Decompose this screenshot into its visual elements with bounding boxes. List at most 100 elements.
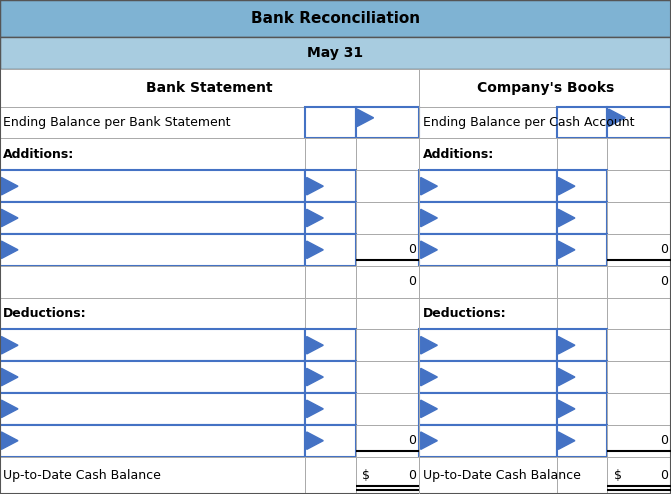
Bar — [419, 393, 557, 425]
Bar — [607, 266, 671, 297]
Bar — [0, 361, 305, 393]
Bar — [356, 170, 419, 202]
Bar — [607, 202, 671, 234]
Bar — [356, 266, 419, 297]
Bar — [0, 138, 305, 170]
Bar — [0, 393, 305, 425]
Bar — [0, 234, 305, 266]
Polygon shape — [307, 369, 323, 386]
Bar — [356, 297, 419, 329]
Text: 0: 0 — [660, 275, 668, 288]
Bar — [607, 329, 671, 361]
Bar — [557, 138, 607, 170]
Polygon shape — [421, 432, 437, 450]
Bar — [557, 393, 607, 425]
Bar — [305, 170, 356, 202]
Bar — [0, 0, 671, 38]
Bar — [419, 456, 557, 494]
Text: Company's Books: Company's Books — [476, 81, 614, 95]
Polygon shape — [357, 109, 374, 126]
Text: 0: 0 — [408, 275, 416, 288]
Bar — [419, 361, 557, 393]
Bar — [356, 138, 419, 170]
Bar — [0, 456, 305, 494]
Text: 0: 0 — [408, 469, 416, 482]
Polygon shape — [558, 432, 575, 450]
Bar — [557, 456, 607, 494]
Bar — [607, 297, 671, 329]
Bar — [607, 361, 671, 393]
Text: $: $ — [614, 469, 622, 482]
Bar — [305, 234, 356, 266]
Bar — [419, 138, 557, 170]
Polygon shape — [1, 336, 18, 354]
Polygon shape — [558, 177, 575, 195]
Text: 0: 0 — [408, 244, 416, 256]
Bar — [419, 297, 557, 329]
Polygon shape — [421, 369, 437, 386]
Polygon shape — [1, 400, 18, 417]
Bar — [607, 138, 671, 170]
Bar — [557, 266, 607, 297]
Polygon shape — [421, 336, 437, 354]
Bar — [607, 456, 671, 494]
Bar — [0, 107, 305, 138]
Polygon shape — [1, 241, 18, 258]
Text: $: $ — [362, 469, 370, 482]
Bar — [305, 138, 356, 170]
Bar — [419, 266, 557, 297]
Text: Ending Balance per Bank Statement: Ending Balance per Bank Statement — [3, 116, 231, 129]
Polygon shape — [1, 432, 18, 450]
Text: Up-to-Date Cash Balance: Up-to-Date Cash Balance — [423, 469, 580, 482]
Bar — [0, 202, 305, 234]
Text: 0: 0 — [408, 434, 416, 447]
Bar — [0, 297, 305, 329]
Polygon shape — [558, 241, 575, 258]
Text: 0: 0 — [660, 244, 668, 256]
Polygon shape — [307, 209, 323, 227]
Bar — [305, 266, 356, 297]
Polygon shape — [1, 177, 18, 195]
Text: Additions:: Additions: — [423, 148, 494, 161]
Bar — [0, 425, 305, 456]
Bar — [305, 425, 356, 456]
Bar — [356, 456, 419, 494]
Polygon shape — [307, 400, 323, 417]
Bar — [0, 329, 305, 361]
Bar — [557, 297, 607, 329]
Bar — [607, 393, 671, 425]
Text: Bank Statement: Bank Statement — [146, 81, 273, 95]
Polygon shape — [421, 241, 437, 258]
Text: Bank Reconciliation: Bank Reconciliation — [251, 11, 420, 26]
Polygon shape — [558, 400, 575, 417]
Polygon shape — [421, 400, 437, 417]
Bar — [356, 329, 419, 361]
Bar — [419, 425, 557, 456]
Polygon shape — [1, 209, 18, 227]
Bar — [0, 69, 419, 107]
Bar — [557, 361, 607, 393]
Bar — [305, 107, 356, 138]
Bar — [419, 170, 557, 202]
Bar — [607, 425, 671, 456]
Bar — [305, 202, 356, 234]
Bar — [0, 38, 671, 69]
Bar — [356, 107, 419, 138]
Polygon shape — [307, 432, 323, 450]
Bar — [356, 234, 419, 266]
Polygon shape — [609, 109, 625, 126]
Text: Deductions:: Deductions: — [423, 307, 507, 320]
Text: 0: 0 — [660, 469, 668, 482]
Bar — [557, 107, 607, 138]
Bar — [305, 297, 356, 329]
Bar — [607, 170, 671, 202]
Bar — [356, 361, 419, 393]
Bar — [607, 234, 671, 266]
Polygon shape — [307, 241, 323, 258]
Bar — [557, 234, 607, 266]
Bar — [305, 329, 356, 361]
Bar — [419, 107, 557, 138]
Bar — [557, 170, 607, 202]
Text: 0: 0 — [660, 434, 668, 447]
Text: Deductions:: Deductions: — [3, 307, 87, 320]
